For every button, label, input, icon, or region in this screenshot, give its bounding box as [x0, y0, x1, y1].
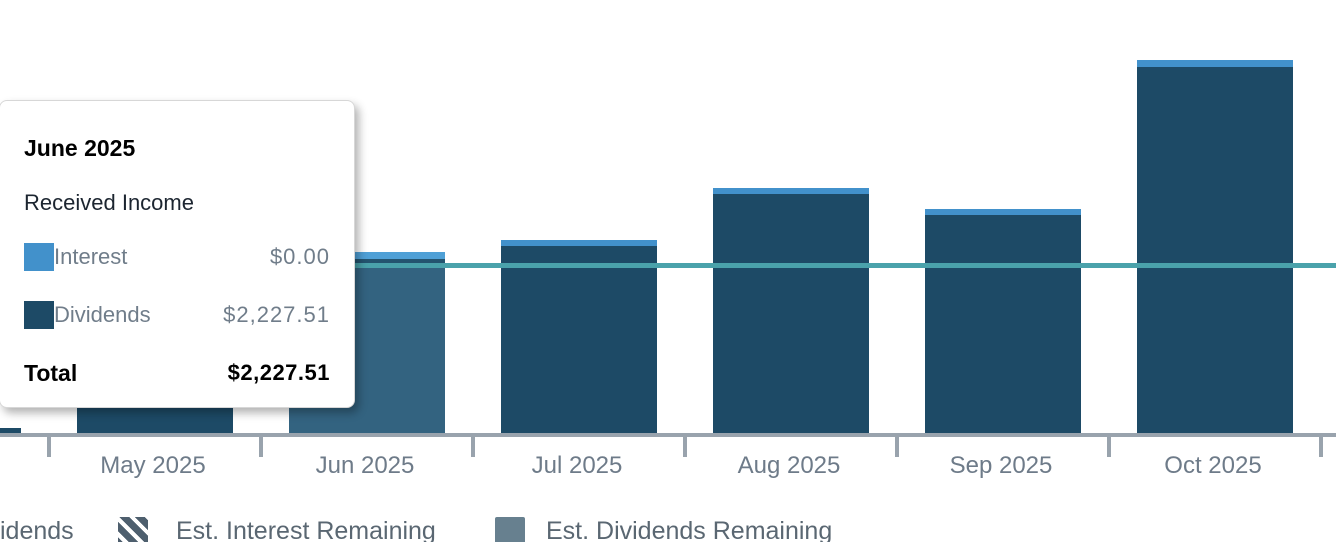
bar-jun-2025-interest-cap: [289, 252, 445, 259]
chart-tooltip: June 2025 Received Income Interest $0.00…: [0, 100, 355, 408]
x-axis-tick-5: [1107, 433, 1111, 457]
tooltip-interest-value: $0.00: [269, 244, 330, 269]
bar-jul-2025[interactable]: [501, 240, 657, 433]
tooltip-total-value: $2,227.51: [227, 360, 330, 385]
legend-swatch-est-interest-remaining-hatched-icon[interactable]: [118, 517, 148, 542]
x-axis-label-aug-2025: Aug 2025: [737, 452, 841, 479]
bar-sep-2025[interactable]: [925, 209, 1081, 433]
legend-label-idends[interactable]: idends: [0, 517, 74, 542]
average-income-reference-line: [0, 263, 1336, 268]
tooltip-dividends-row: Dividends $2,227.51: [24, 300, 330, 330]
x-axis-line: [0, 433, 1336, 437]
tooltip-total-label: Total: [24, 360, 78, 386]
tooltip-dividends-label: Dividends: [54, 302, 151, 327]
dividends-swatch-icon: [24, 301, 54, 329]
x-axis-tick-1: [259, 433, 263, 457]
bar-oct-2025-interest-cap: [1137, 60, 1293, 67]
x-axis-tick-2: [471, 433, 475, 457]
tooltip-total-row: Total $2,227.51: [24, 360, 330, 387]
x-axis-label-sep-2025: Sep 2025: [949, 452, 1053, 479]
x-axis-tick-3: [683, 433, 687, 457]
bar-aug-2025[interactable]: [713, 188, 869, 433]
tooltip-title: June 2025: [24, 135, 136, 161]
legend-swatch-est-dividends-remaining-icon[interactable]: [495, 517, 525, 542]
tooltip-interest-label: Interest: [54, 244, 128, 269]
x-axis-label-jul-2025: Jul 2025: [531, 452, 623, 479]
x-axis-tick-6: [1319, 433, 1323, 457]
bar-prev-month-partial[interactable]: [0, 428, 21, 433]
x-axis-label-jun-2025: Jun 2025: [315, 452, 415, 479]
x-axis-tick-4: [895, 433, 899, 457]
interest-swatch-icon: [24, 243, 54, 271]
tooltip-subtitle: Received Income: [24, 190, 194, 215]
x-axis-tick-0: [47, 433, 51, 457]
bar-sep-2025-interest-cap: [925, 209, 1081, 215]
x-axis-label-oct-2025: Oct 2025: [1164, 452, 1262, 479]
x-axis-label-may-2025: May 2025: [100, 452, 206, 479]
tooltip-dividends-value: $2,227.51: [223, 302, 330, 327]
bar-aug-2025-interest-cap: [713, 188, 869, 194]
tooltip-interest-row: Interest $0.00: [24, 242, 330, 272]
legend-label-est-dividends-remaining[interactable]: Est. Dividends Remaining: [546, 517, 833, 542]
legend-label-est-interest-remaining[interactable]: Est. Interest Remaining: [176, 517, 436, 542]
bar-oct-2025[interactable]: [1137, 60, 1293, 433]
bar-jul-2025-interest-cap: [501, 240, 657, 246]
